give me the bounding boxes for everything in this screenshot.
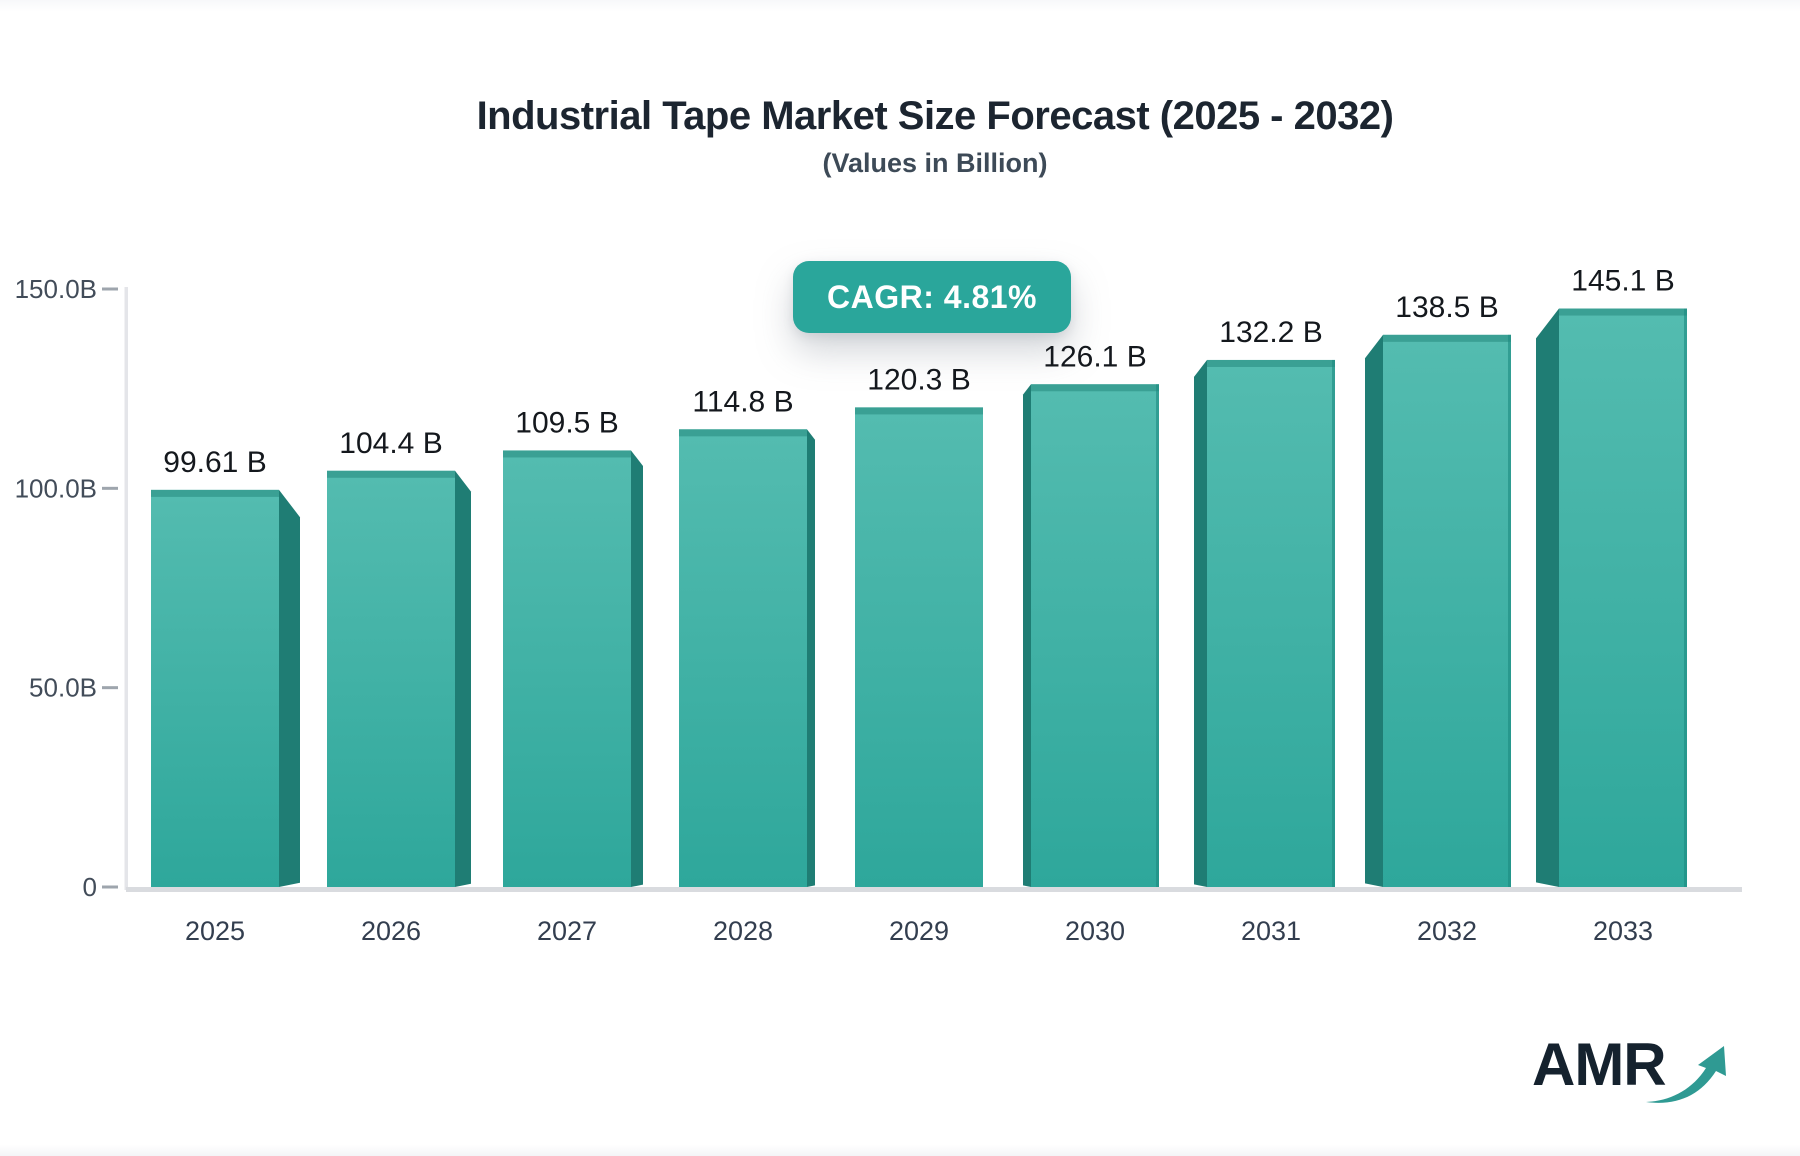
chart-title: Industrial Tape Market Size Forecast (20… <box>476 94 1394 138</box>
bar-value-label: 104.4 B <box>339 427 442 460</box>
bar-top-edge <box>679 429 807 437</box>
y-tick-label: 50.0B <box>29 673 97 703</box>
y-tick-label: 0 <box>83 872 97 902</box>
x-tick-label: 2029 <box>889 916 949 946</box>
x-tick-label: 2030 <box>1065 916 1125 946</box>
amr-logo-text: AMR <box>1532 1031 1667 1098</box>
x-tick-label: 2025 <box>185 916 245 946</box>
bar-top-edge <box>1559 308 1687 316</box>
x-tick-label: 2033 <box>1593 916 1653 946</box>
x-tick-label: 2027 <box>537 916 597 946</box>
bar-2032 <box>1383 334 1511 887</box>
chart-subtitle: (Values in Billion) <box>822 148 1048 178</box>
bar-value-label: 132.2 B <box>1219 316 1322 349</box>
bar-top-edge <box>855 407 983 415</box>
growth-arrow-icon <box>1646 1046 1726 1103</box>
bar-side-face <box>455 470 471 887</box>
x-tick-label: 2028 <box>713 916 773 946</box>
bar-2027 <box>503 450 631 887</box>
bar-right-edge <box>1508 334 1511 887</box>
y-axis-line <box>124 287 128 890</box>
bar-value-label: 99.61 B <box>163 446 266 479</box>
bar-top-edge <box>503 450 631 458</box>
bar-right-edge <box>1332 359 1335 888</box>
bar-2033 <box>1559 308 1687 887</box>
bar-side-face <box>807 429 815 887</box>
bar-top-edge <box>1207 359 1335 367</box>
bar-top-edge <box>327 470 455 478</box>
bar-value-label: 109.5 B <box>515 406 618 439</box>
bar-side-face <box>279 489 300 887</box>
bar-side-face <box>631 450 643 887</box>
amr-logo: AMR <box>1532 1030 1732 1120</box>
bar-value-label: 145.1 B <box>1571 265 1674 298</box>
bar-2026 <box>327 470 455 887</box>
bar-side-face <box>1194 359 1207 888</box>
x-axis-line <box>126 887 1742 892</box>
bar-value-label: 126.1 B <box>1043 340 1146 373</box>
bar-right-edge <box>1684 308 1687 887</box>
bar-top-edge <box>1383 334 1511 342</box>
bar-top-edge <box>151 489 279 497</box>
cagr-badge: CAGR: 4.81% <box>793 261 1071 333</box>
x-tick-label: 2026 <box>361 916 421 946</box>
y-tick-label: 150.0B <box>15 274 97 304</box>
bar-2029 <box>855 407 983 887</box>
x-tick-label: 2031 <box>1241 916 1301 946</box>
bar-2030 <box>1031 384 1159 887</box>
bar-2028 <box>679 429 807 887</box>
bar-right-edge <box>1156 384 1159 887</box>
bar-side-face <box>1536 308 1559 887</box>
bar-value-label: 114.8 B <box>692 385 793 418</box>
x-tick-label: 2032 <box>1417 916 1477 946</box>
y-tick-label: 100.0B <box>15 473 97 503</box>
bar-value-label: 138.5 B <box>1395 291 1498 324</box>
bar-side-face <box>1023 384 1031 887</box>
bar-2031 <box>1207 359 1335 888</box>
cagr-badge-label: CAGR: 4.81% <box>827 278 1037 315</box>
bar-side-face <box>1365 334 1383 887</box>
bar-value-label: 120.3 B <box>867 363 970 396</box>
bar-top-edge <box>1031 384 1159 392</box>
bar-2025 <box>151 489 279 887</box>
